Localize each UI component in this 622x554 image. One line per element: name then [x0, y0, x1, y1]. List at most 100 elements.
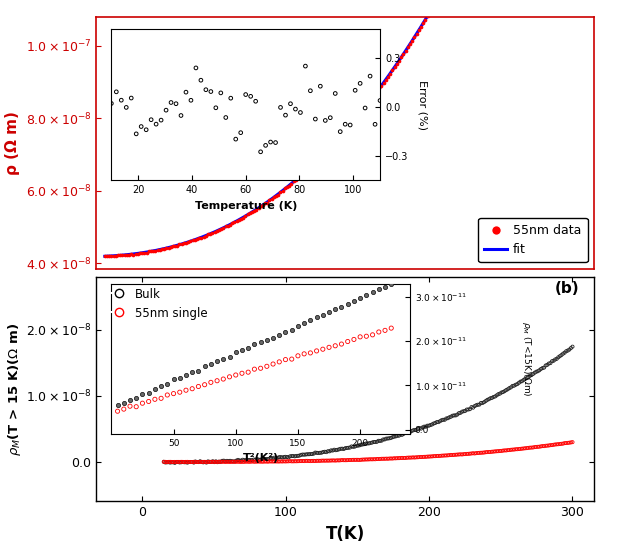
- Point: [219, 457, 229, 466]
- Point: [197, 233, 207, 242]
- Point: [284, 181, 294, 190]
- Point: [384, 434, 394, 443]
- Point: [182, 458, 192, 467]
- Point: [376, 454, 386, 463]
- Point: [202, 458, 211, 467]
- Point: [264, 454, 274, 463]
- Point: [399, 454, 409, 463]
- Point: [549, 356, 559, 365]
- Point: [226, 456, 236, 465]
- Point: [162, 458, 172, 466]
- Point: [376, 436, 386, 445]
- Point: [449, 450, 459, 459]
- Point: [124, 250, 134, 259]
- Point: [379, 78, 389, 87]
- Point: [496, 388, 506, 397]
- Point: [416, 424, 426, 433]
- Point: [250, 455, 260, 464]
- Point: [281, 457, 290, 466]
- Point: [222, 456, 232, 465]
- Point: [392, 454, 402, 463]
- Point: [523, 373, 533, 382]
- Point: [425, 8, 435, 17]
- Point: [449, 411, 459, 420]
- Point: [539, 442, 549, 450]
- Point: [537, 363, 547, 372]
- Point: [388, 433, 397, 442]
- Point: [399, 50, 409, 59]
- Point: [363, 439, 373, 448]
- Point: [536, 365, 546, 373]
- Point: [404, 427, 414, 436]
- Point: [115, 250, 125, 259]
- Point: [441, 414, 451, 423]
- Point: [162, 458, 172, 466]
- Point: [211, 457, 221, 466]
- Point: [198, 232, 208, 241]
- Point: [463, 405, 473, 414]
- Point: [368, 93, 378, 101]
- Point: [401, 429, 411, 438]
- Point: [422, 12, 432, 21]
- Point: [210, 458, 220, 466]
- Point: [457, 450, 467, 459]
- Point: [471, 401, 481, 409]
- Point: [118, 251, 128, 260]
- Point: [148, 247, 158, 255]
- Point: [159, 458, 169, 466]
- Point: [262, 198, 272, 207]
- Point: [182, 458, 192, 466]
- Point: [343, 443, 353, 452]
- Point: [342, 444, 352, 453]
- Point: [564, 345, 574, 354]
- Point: [547, 440, 557, 449]
- Point: [157, 245, 167, 254]
- Point: [558, 349, 568, 358]
- Point: [370, 455, 380, 464]
- Point: [285, 452, 295, 461]
- Point: [383, 72, 393, 81]
- Point: [210, 227, 220, 236]
- Point: [544, 441, 554, 450]
- Point: [269, 193, 279, 202]
- Point: [479, 398, 489, 407]
- Point: [441, 451, 451, 460]
- Point: [351, 455, 361, 464]
- Point: [214, 225, 224, 234]
- Point: [499, 446, 509, 455]
- Point: [522, 374, 532, 383]
- Point: [348, 455, 358, 464]
- Point: [514, 445, 524, 454]
- Point: [261, 455, 271, 464]
- Point: [100, 252, 110, 260]
- Point: [214, 457, 224, 466]
- Point: [340, 456, 350, 465]
- Point: [504, 445, 514, 454]
- Point: [192, 458, 202, 466]
- Point: [113, 250, 123, 259]
- Point: [111, 252, 121, 260]
- Point: [255, 455, 265, 464]
- X-axis label: T(K): T(K): [325, 525, 365, 543]
- Point: [249, 457, 259, 466]
- Point: [335, 132, 345, 141]
- Point: [366, 455, 376, 464]
- Point: [318, 456, 328, 465]
- Point: [184, 458, 194, 466]
- Point: [520, 375, 530, 383]
- Point: [404, 453, 414, 462]
- Point: [410, 425, 420, 434]
- Point: [315, 456, 325, 465]
- Point: [430, 419, 440, 428]
- Point: [197, 458, 207, 466]
- Point: [200, 458, 210, 466]
- Point: [402, 428, 412, 437]
- Point: [386, 433, 396, 442]
- Point: [221, 222, 231, 231]
- Point: [277, 453, 287, 462]
- Point: [448, 450, 458, 459]
- Point: [305, 456, 315, 465]
- Point: [304, 456, 314, 465]
- Point: [484, 448, 494, 456]
- Point: [313, 456, 323, 465]
